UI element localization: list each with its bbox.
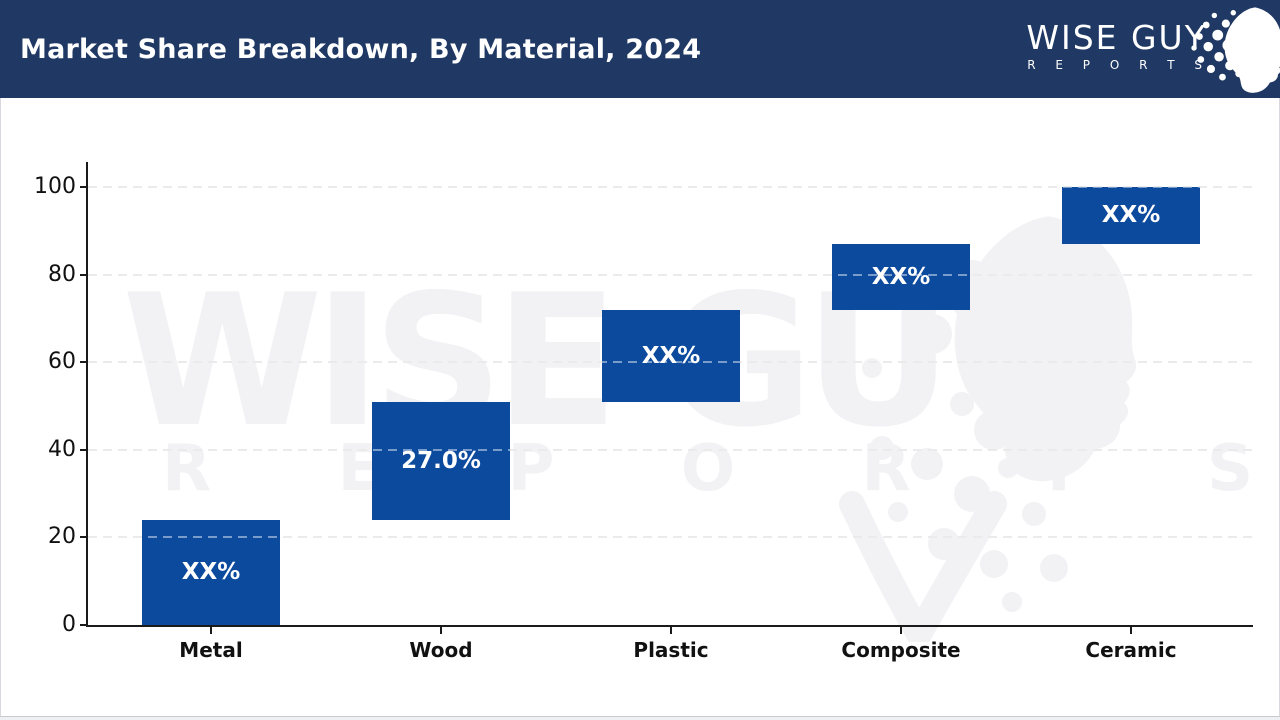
y-tick-mark <box>80 361 88 363</box>
gridline-overlay <box>88 449 1253 451</box>
bar: XX% <box>142 519 280 625</box>
x-tick-mark <box>900 627 902 634</box>
y-tick-label: 80 <box>48 262 76 287</box>
gridline <box>88 449 1253 451</box>
page-title: Market Share Breakdown, By Material, 202… <box>20 33 702 65</box>
logo-head-icon <box>1191 7 1280 93</box>
logo-wordmark: WISE GUY <box>1026 18 1207 57</box>
y-tick-label: 60 <box>48 349 76 374</box>
y-tick-label: 20 <box>48 524 76 549</box>
x-axis-category-label: Composite <box>841 638 961 662</box>
x-tick-mark <box>1130 627 1132 634</box>
gridline-overlay <box>88 274 1253 276</box>
gridline-overlay <box>88 186 1253 188</box>
footer-strip <box>0 716 1280 720</box>
bar: XX% <box>602 309 740 402</box>
header: Market Share Breakdown, By Material, 202… <box>0 0 1280 98</box>
gridline <box>88 274 1253 276</box>
gridline-overlay <box>88 536 1253 538</box>
bar: XX% <box>832 243 970 310</box>
y-axis-spine <box>86 162 88 627</box>
x-axis-spine <box>86 625 1253 627</box>
x-tick-mark <box>210 627 212 634</box>
bar: 27.0% <box>372 401 510 520</box>
x-axis-category-label: Metal <box>179 638 243 662</box>
y-tick-mark <box>80 536 88 538</box>
y-tick-label: 100 <box>34 174 76 199</box>
gridline <box>88 536 1253 538</box>
y-tick-mark <box>80 624 88 626</box>
x-axis-category-label: Wood <box>409 638 473 662</box>
gridline <box>88 186 1253 188</box>
bar-value-label: 27.0% <box>401 447 481 474</box>
gridline-overlay <box>88 361 1253 363</box>
bar-value-label: XX% <box>641 342 701 369</box>
bar: XX% <box>1062 187 1200 244</box>
y-tick-mark <box>80 274 88 276</box>
left-border <box>0 98 1 720</box>
y-tick-label: 0 <box>62 612 76 637</box>
logo: WISE GUY R E P O R T S <box>1023 21 1210 72</box>
x-axis-category-label: Plastic <box>633 638 709 662</box>
bar-value-label: XX% <box>1101 202 1161 229</box>
bar-value-label: XX% <box>181 559 241 586</box>
x-axis-category-label: Ceramic <box>1085 638 1177 662</box>
logo-subtext: R E P O R T S <box>1027 58 1210 72</box>
x-tick-mark <box>440 627 442 634</box>
y-tick-label: 40 <box>48 437 76 462</box>
x-tick-mark <box>670 627 672 634</box>
y-tick-mark <box>80 449 88 451</box>
bar-value-label: XX% <box>871 263 931 290</box>
y-tick-mark <box>80 186 88 188</box>
